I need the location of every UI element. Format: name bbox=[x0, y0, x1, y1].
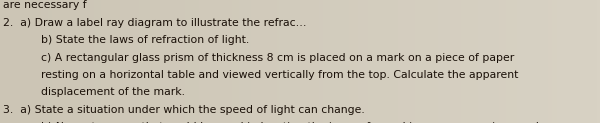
Text: b) Name two rays that could be used in locating the image formed in a concave mi: b) Name two rays that could be used in l… bbox=[41, 122, 539, 123]
Text: resting on a horizontal table and viewed vertically from the top. Calculate the : resting on a horizontal table and viewed… bbox=[41, 70, 518, 80]
Text: 2.  a) Draw a label ray diagram to illustrate the refrac…: 2. a) Draw a label ray diagram to illust… bbox=[3, 18, 307, 28]
Text: 3.  a) State a situation under which the speed of light can change.: 3. a) State a situation under which the … bbox=[3, 105, 365, 115]
Text: b) State the laws of refraction of light.: b) State the laws of refraction of light… bbox=[41, 35, 249, 45]
Text: are necessary f: are necessary f bbox=[3, 0, 86, 10]
Text: c) A rectangular glass prism of thickness 8 cm is placed on a mark on a piece of: c) A rectangular glass prism of thicknes… bbox=[41, 53, 514, 62]
Text: displacement of the mark.: displacement of the mark. bbox=[41, 87, 185, 97]
